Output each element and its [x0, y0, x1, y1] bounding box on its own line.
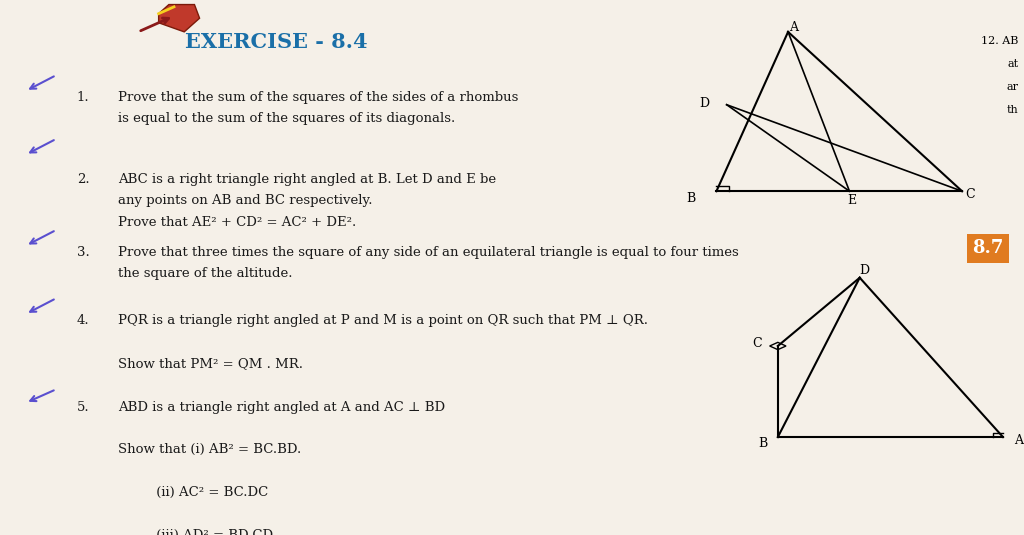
- Text: E: E: [847, 194, 856, 207]
- Text: D: D: [860, 264, 870, 277]
- Text: 1.: 1.: [77, 91, 89, 104]
- Text: 5.: 5.: [77, 401, 89, 414]
- Text: ABC is a right triangle right angled at B. Let D and E be: ABC is a right triangle right angled at …: [118, 173, 496, 186]
- Text: A: A: [788, 21, 798, 34]
- Text: D: D: [699, 97, 710, 110]
- Text: at: at: [1008, 59, 1018, 69]
- Text: Show that PM² = QM . MR.: Show that PM² = QM . MR.: [118, 357, 303, 370]
- Text: C: C: [753, 337, 762, 350]
- Text: 4.: 4.: [77, 314, 89, 327]
- Text: A: A: [1014, 434, 1023, 447]
- Text: 12. AB: 12. AB: [981, 36, 1018, 47]
- Text: Prove that AE² + CD² = AC² + DE².: Prove that AE² + CD² = AC² + DE².: [118, 216, 356, 229]
- Text: Prove that the sum of the squares of the sides of a rhombus: Prove that the sum of the squares of the…: [118, 91, 518, 104]
- Text: (iii) AD² = BD.CD.: (iii) AD² = BD.CD.: [118, 529, 276, 535]
- Text: EXERCISE - 8.4: EXERCISE - 8.4: [185, 32, 368, 52]
- Text: any points on AB and BC respectively.: any points on AB and BC respectively.: [118, 194, 372, 208]
- Text: th: th: [1007, 105, 1018, 114]
- Text: is equal to the sum of the squares of its diagonals.: is equal to the sum of the squares of it…: [118, 112, 455, 125]
- Text: 3.: 3.: [77, 246, 89, 259]
- Text: B: B: [758, 438, 767, 450]
- Text: C: C: [966, 188, 975, 201]
- Text: PQR is a triangle right angled at P and M is a point on QR such that PM ⊥ QR.: PQR is a triangle right angled at P and …: [118, 314, 648, 327]
- Text: 2.: 2.: [77, 173, 89, 186]
- Text: ABD is a triangle right angled at A and AC ⊥ BD: ABD is a triangle right angled at A and …: [118, 401, 444, 414]
- Text: 8.7: 8.7: [972, 239, 1004, 257]
- Text: the square of the altitude.: the square of the altitude.: [118, 268, 292, 280]
- Text: B: B: [686, 192, 695, 204]
- Text: (ii) AC² = BC.DC: (ii) AC² = BC.DC: [118, 486, 268, 499]
- Text: Show that (i) AB² = BC.BD.: Show that (i) AB² = BC.BD.: [118, 444, 301, 456]
- Text: ar: ar: [1007, 82, 1018, 92]
- Polygon shape: [159, 5, 200, 32]
- Text: Prove that three times the square of any side of an equilateral triangle is equa: Prove that three times the square of any…: [118, 246, 738, 259]
